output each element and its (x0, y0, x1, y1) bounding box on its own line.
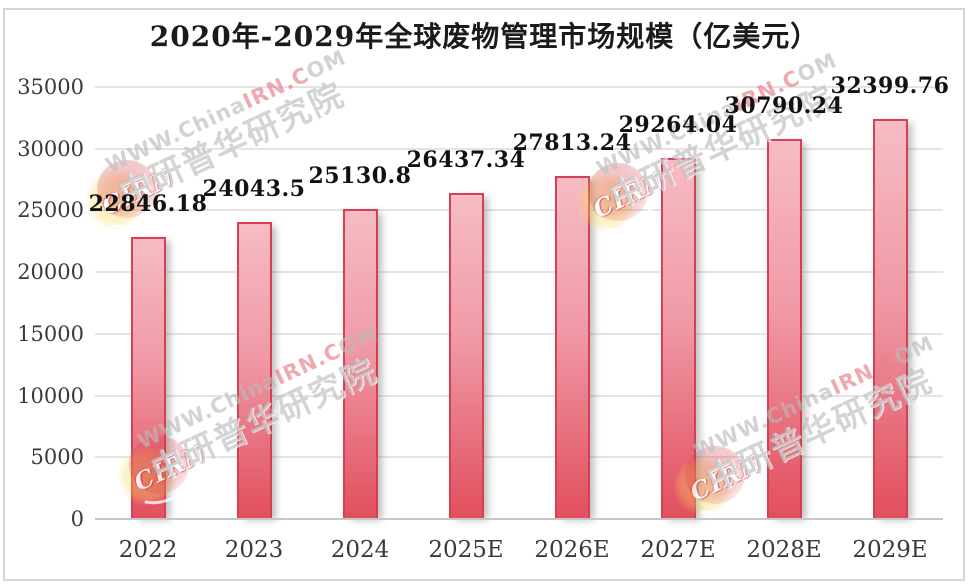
bar-value-label: 32399.76 (830, 73, 950, 100)
bar-value-label: 24043.5 (202, 176, 306, 203)
gridline (95, 332, 943, 335)
bar-value-label: 25130.8 (308, 162, 412, 189)
watermark-company: 中研普华研究院 (700, 360, 939, 500)
gridline (95, 456, 943, 459)
chart-title: 2020年-2029年全球废物管理市场规模（亿美元） (149, 20, 820, 53)
bar (236, 222, 272, 520)
x-tick-label: 2023 (224, 537, 284, 563)
bar (448, 192, 484, 520)
x-tick-label: 2024 (330, 537, 390, 563)
watermark-text: WWW.ChinaIRN.COM 中研普华研究院 (690, 331, 955, 500)
x-tick-label: 2029E (852, 537, 928, 563)
logo-circle (588, 163, 648, 221)
watermark-tile: CIRN WWW.ChinaIRN.COM 中研普华研究院 (111, 321, 425, 518)
x-tick-label: 2028E (746, 537, 822, 563)
bar-value-label: 27813.24 (512, 129, 632, 156)
bar-value-label: 26437.34 (406, 146, 526, 173)
gridline (95, 271, 943, 274)
x-tick-label: 2022 (118, 537, 178, 563)
x-axis-line (95, 518, 943, 520)
watermark-tile: CIRN WWW.ChinaIRN.COM 中研普华研究院 (667, 331, 969, 528)
bar (342, 208, 378, 520)
y-tick-label: 35000 (17, 75, 84, 99)
bar-value-label: 30790.24 (724, 92, 844, 119)
gridline (95, 394, 943, 397)
bar (130, 237, 166, 520)
bar (554, 175, 590, 520)
bar (766, 138, 802, 520)
bar (872, 119, 908, 520)
bar (660, 157, 696, 520)
gridline (95, 86, 943, 88)
gridline (95, 147, 943, 150)
cirn-logo-icon: CIRN (570, 151, 670, 245)
y-tick-label: 25000 (17, 198, 84, 223)
watermark-url: WWW.ChinaIRN.COM (101, 45, 350, 178)
y-tick-label: 20000 (17, 260, 84, 285)
x-tick-label: 2027E (640, 537, 716, 563)
logo-text: CIRN (588, 165, 670, 224)
bar-value-label: 29264.04 (618, 111, 738, 138)
y-tick-label: 5000 (30, 445, 84, 470)
y-tick-label: 30000 (17, 136, 84, 161)
gridline (95, 209, 943, 212)
x-tick-label: 2026E (534, 537, 610, 563)
y-tick-label: 15000 (17, 321, 84, 346)
x-tick-label: 2025E (428, 537, 504, 563)
y-tick-label: 10000 (17, 383, 84, 408)
y-tick-label: 0 (70, 507, 84, 531)
